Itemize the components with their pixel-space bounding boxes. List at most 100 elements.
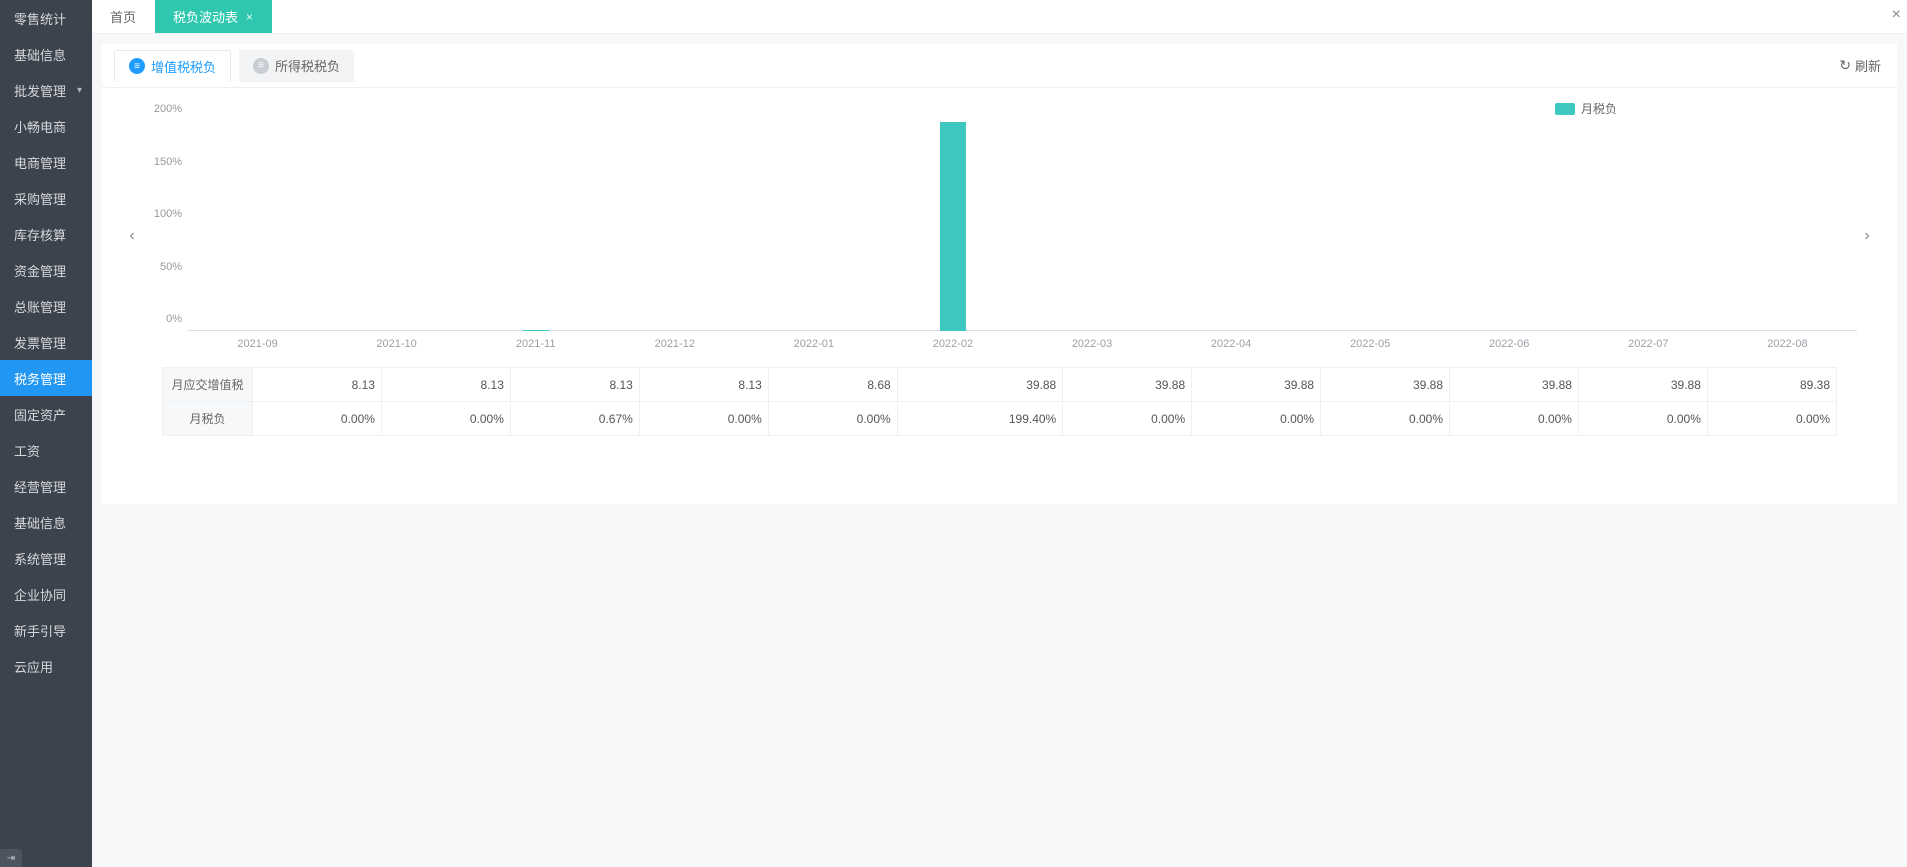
sidebar-item-label: 企业协同 [14,585,66,604]
sidebar-item-label: 系统管理 [14,549,66,568]
bar-cell [466,121,605,331]
close-icon[interactable]: × [246,10,253,24]
sidebar-item-label: 采购管理 [14,189,66,208]
sidebar-item-16[interactable]: 企业协同 [0,576,92,612]
sidebar-item-label: 库存核算 [14,225,66,244]
subtab-0[interactable]: ≡ 增值税税负 [114,50,231,82]
refresh-label: 刷新 [1855,56,1881,75]
sidebar-item-12[interactable]: 工资 [0,432,92,468]
data-table: 月应交增值税8.138.138.138.138.6839.8839.8839.8… [162,367,1837,436]
xtick-label: 2021-09 [188,338,327,350]
tab-label: 税负波动表 [173,7,238,26]
sidebar-item-13[interactable]: 经营管理 [0,468,92,504]
sidebar-collapse-button[interactable]: ⇥ [0,849,22,867]
sidebar-item-0[interactable]: 零售统计 [0,0,92,36]
tab-1[interactable]: 税负波动表 × [155,0,272,33]
table-cell: 0.00% [1321,402,1450,436]
bar-cell [1162,121,1301,331]
sidebar-item-label: 税务管理 [14,369,66,388]
sidebar-item-17[interactable]: 新手引导 [0,612,92,648]
xtick-label: 2022-06 [1440,338,1579,350]
sidebar-item-18[interactable]: 云应用 [0,648,92,684]
chart-legend: 月税负 [122,100,1617,117]
table-cell: 0.00% [253,402,382,436]
table-cell: 39.88 [1063,368,1192,402]
sidebar-item-9[interactable]: 发票管理 [0,324,92,360]
xtick-label: 2022-01 [744,338,883,350]
sidebar-item-label: 总账管理 [14,297,66,316]
sidebar-item-1[interactable]: 基础信息 [0,36,92,72]
xtick-label: 2021-11 [466,338,605,350]
sidebar-item-label: 新手引导 [14,621,66,640]
table-row: 月应交增值税8.138.138.138.138.6839.8839.8839.8… [163,368,1837,402]
table-cell: 0.00% [1450,402,1579,436]
sidebar-item-label: 云应用 [14,657,53,676]
bar-cell [327,121,466,331]
legend-label: 月税负 [1581,100,1617,117]
legend-swatch [1555,103,1575,115]
sidebar-item-label: 小畅电商 [14,117,66,136]
bar-cell [605,121,744,331]
table-cell: 0.00% [639,402,768,436]
sidebar-item-10[interactable]: 税务管理 [0,360,92,396]
sidebar-item-5[interactable]: 采购管理 [0,180,92,216]
chart-inner: 0%50%100%150%200% 2021-092021-102021-112… [142,121,1857,357]
bar[interactable] [523,330,549,331]
table-cell: 39.88 [1578,368,1707,402]
chart-prev-button[interactable]: ‹ [122,121,142,351]
sidebar-item-14[interactable]: 基础信息 [0,504,92,540]
sidebar-item-label: 电商管理 [14,153,66,172]
sidebar-item-8[interactable]: 总账管理 [0,288,92,324]
close-all-icon[interactable]: × [1892,6,1901,24]
subtab-1[interactable]: ≡所得税税负 [239,50,354,82]
table-cell: 199.40% [897,402,1063,436]
table-cell: 0.00% [1063,402,1192,436]
bar-cell [883,121,1022,331]
sidebar-item-11[interactable]: 固定资产 [0,396,92,432]
sidebar-item-15[interactable]: 系统管理 [0,540,92,576]
main: 首页税负波动表 × × ≡ 增值税税负 ≡所得税税负 ↻ 刷新 月税负 ‹ [92,0,1907,867]
ytick-label: 150% [154,156,188,168]
bar-cell [1579,121,1718,331]
doc-icon: ≡ [253,58,269,74]
chart-next-button[interactable]: › [1857,121,1877,351]
table-cell: 39.88 [1192,368,1321,402]
refresh-button[interactable]: ↻ 刷新 [1839,56,1881,75]
ytick-label: 100% [154,208,188,220]
sidebar-item-label: 资金管理 [14,261,66,280]
content-wrap: ≡增值税税负≡所得税税负 ↻ 刷新 月税负 ‹ 0%50%100%150%200… [92,34,1907,867]
table-cell: 0.00% [768,402,897,436]
bar[interactable] [940,122,966,331]
xtick-label: 2022-02 [883,338,1022,350]
sidebar-item-7[interactable]: 资金管理 [0,252,92,288]
xtick-label: 2021-12 [605,338,744,350]
sidebar-item-4[interactable]: 电商管理 [0,144,92,180]
bar-cell [1440,121,1579,331]
tab-0[interactable]: 首页 [92,0,155,33]
table-cell: 8.13 [381,368,510,402]
xtick-label: 2022-08 [1718,338,1857,350]
sidebar-item-label: 经营管理 [14,477,66,496]
list-icon: ≡ [129,58,145,74]
bar-cell [188,121,327,331]
bar-cell [1022,121,1161,331]
sidebar-item-label: 基础信息 [14,513,66,532]
chevron-down-icon: ▾ [77,85,82,96]
xtick-label: 2022-03 [1022,338,1161,350]
table-cell: 89.38 [1707,368,1836,402]
sidebar-item-label: 工资 [14,441,40,460]
xtick-label: 2022-07 [1579,338,1718,350]
table-cell: 0.67% [510,402,639,436]
sidebar: 零售统计基础信息批发管理▾小畅电商电商管理采购管理库存核算资金管理总账管理发票管… [0,0,92,867]
subtab-label: 增值税税负 [151,57,216,76]
xtick-label: 2022-05 [1301,338,1440,350]
table-cell: 0.00% [381,402,510,436]
sidebar-item-label: 基础信息 [14,45,66,64]
table-cell: 8.13 [510,368,639,402]
sidebar-item-2[interactable]: 批发管理▾ [0,72,92,108]
row-burden-head: 月税负 [163,402,253,436]
sidebar-item-3[interactable]: 小畅电商 [0,108,92,144]
ytick-label: 0% [166,313,188,325]
sidebar-item-6[interactable]: 库存核算 [0,216,92,252]
bar-cell [1718,121,1857,331]
